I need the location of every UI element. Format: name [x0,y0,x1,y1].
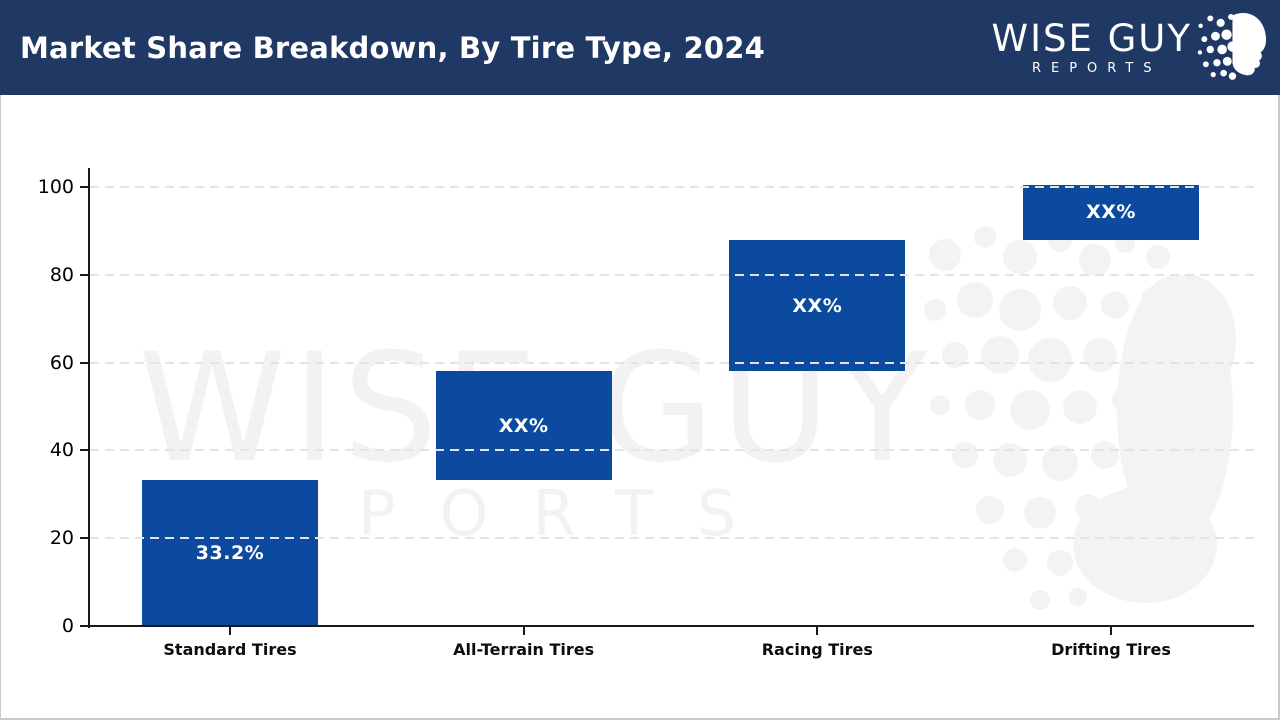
gridline-20 [90,537,1254,540]
y-tick-mark [80,186,89,188]
bar-3: XX% [729,239,906,372]
x-tick-mark [522,627,525,635]
logo-face-icon [1197,12,1267,80]
plot-area: 0 20 40 60 80 100 33.2% Standard Tires XX% All-Te… [0,95,1280,720]
x-tick-mark [229,627,231,635]
y-tick-label: 0 [61,615,74,637]
y-tick-mark [80,625,89,627]
y-tick-label: 40 [49,439,74,462]
frame-border-bottom [0,718,1280,720]
bar-value-label: 33.2% [195,542,265,565]
logo: WISE GUY REPORTS [992,8,1268,88]
gridline-60 [90,361,1254,364]
x-tick-label: Standard Tires [163,640,297,659]
x-axis-line [88,625,1254,627]
bar-value-label: XX% [792,294,843,317]
bar-value-label: XX% [1086,201,1136,224]
y-tick-label: 60 [49,351,74,374]
x-tick-label: Racing Tires [761,640,873,659]
gridline-80 [90,273,1254,276]
y-tick-mark [80,361,89,364]
gridline-100 [90,186,1254,188]
y-tick-mark [80,449,89,452]
y-tick-mark [80,273,89,276]
gridline-40 [90,449,1254,452]
bar-4: XX% [1023,184,1199,240]
bar-value-label: XX% [498,414,549,437]
x-tick-label: All-Terrain Tires [453,640,595,659]
bar-2: XX% [435,371,612,481]
x-tick-mark [1110,627,1112,635]
page-title: Market Share Breakdown, By Tire Type, 20… [20,30,765,65]
y-axis-line [88,168,90,628]
y-tick-label: 80 [49,263,74,286]
logo-wordmark: WISE GUY REPORTS [992,20,1192,76]
frame-border-right [1278,0,1280,720]
y-tick-label: 20 [49,527,74,550]
x-tick-label: Drifting Tires [1051,640,1171,659]
header: Market Share Breakdown, By Tire Type, 20… [0,0,1280,95]
frame-border-left [0,0,1,720]
y-tick-label: 100 [37,176,74,198]
logo-wordmark-line2: REPORTS [1031,60,1162,76]
logo-wordmark-line1: WISE GUY [991,16,1192,60]
bar-1: 33.2% [142,480,318,626]
x-tick-mark [816,627,819,635]
y-tick-mark [80,537,89,540]
